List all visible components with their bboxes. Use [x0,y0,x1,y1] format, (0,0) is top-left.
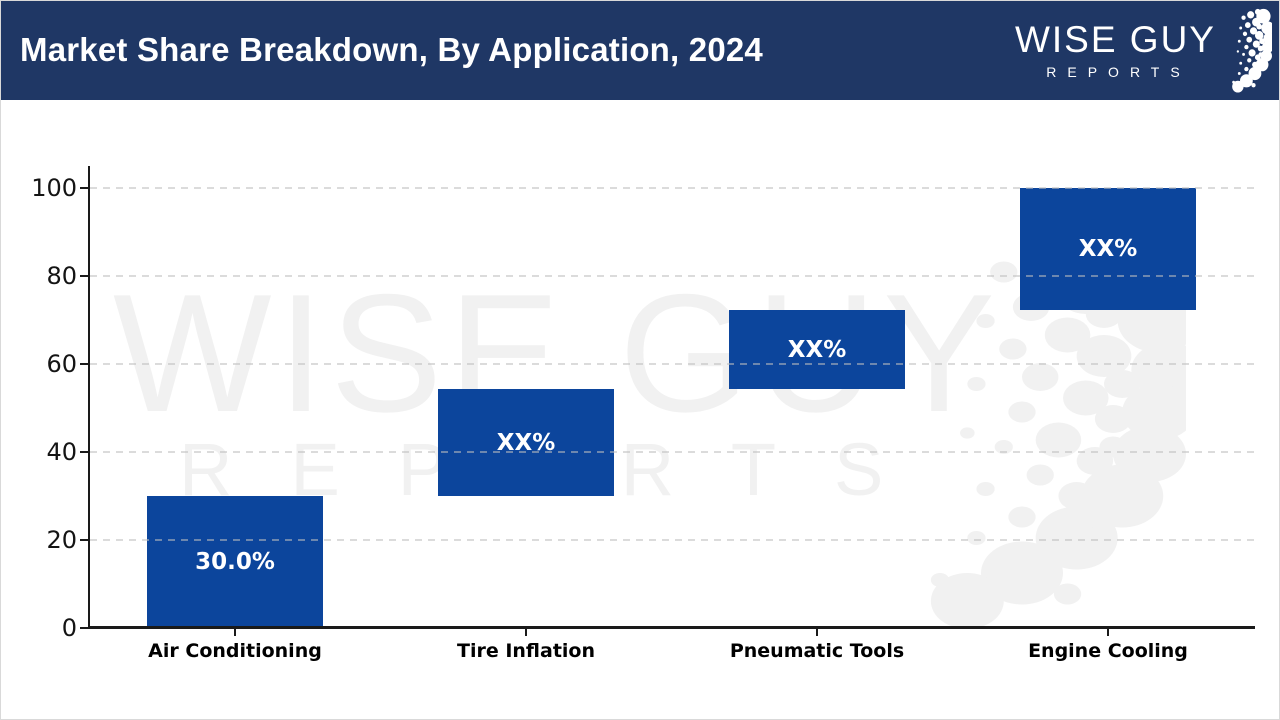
logo-word-reports: REPORTS [1046,64,1191,80]
x-axis-label-air-conditioning: Air Conditioning [148,640,322,662]
x-axis-line [88,626,1255,629]
bar-air-conditioning: 30.0% [147,496,323,628]
x-tick-pneumatic-tools [816,629,818,636]
y-axis-label-20: 20 [46,526,77,554]
x-tick-air-conditioning [234,629,236,636]
logo-wordmark: WISE GUY REPORTS [1015,21,1216,79]
page-title: Market Share Breakdown, By Application, … [20,31,763,68]
y-axis-label-60: 60 [46,350,77,378]
gridline-60 [90,363,1254,365]
bar-tire-inflation: XX% [438,389,614,496]
y-tick-20 [80,539,88,541]
x-tick-tire-inflation [525,629,527,636]
wiseguy-logo: WISE GUY REPORTS [1015,0,1272,100]
logo-word-wiseguy: WISE GUY [1014,19,1216,60]
y-tick-80 [80,275,88,277]
bar-value-label: XX% [787,336,847,363]
bar-value-label: XX% [1078,236,1138,262]
header-bar: Market Share Breakdown, By Application, … [1,0,1279,100]
gridline-20 [90,539,1254,541]
gridline-80 [90,275,1254,277]
y-tick-100 [80,187,88,189]
y-axis-label-0: 0 [61,614,77,642]
y-axis-label-80: 80 [46,262,77,290]
y-tick-60 [80,363,88,365]
y-axis-label-100: 100 [31,174,77,202]
y-tick-0 [80,627,88,629]
y-axis-line [88,166,90,629]
x-axis-label-engine-cooling: Engine Cooling [1028,640,1188,662]
x-tick-engine-cooling [1107,629,1109,636]
bar-pneumatic-tools: XX% [729,310,905,389]
x-axis-label-pneumatic-tools: Pneumatic Tools [729,640,905,662]
y-axis-label-40: 40 [46,438,77,466]
bar-engine-cooling: XX% [1020,188,1196,310]
gridline-100 [90,187,1254,189]
x-axis-label-tire-inflation: Tire Inflation [456,640,596,662]
y-tick-40 [80,451,88,453]
bar-value-label: 30.0% [195,549,275,575]
gridline-40 [90,451,1254,453]
